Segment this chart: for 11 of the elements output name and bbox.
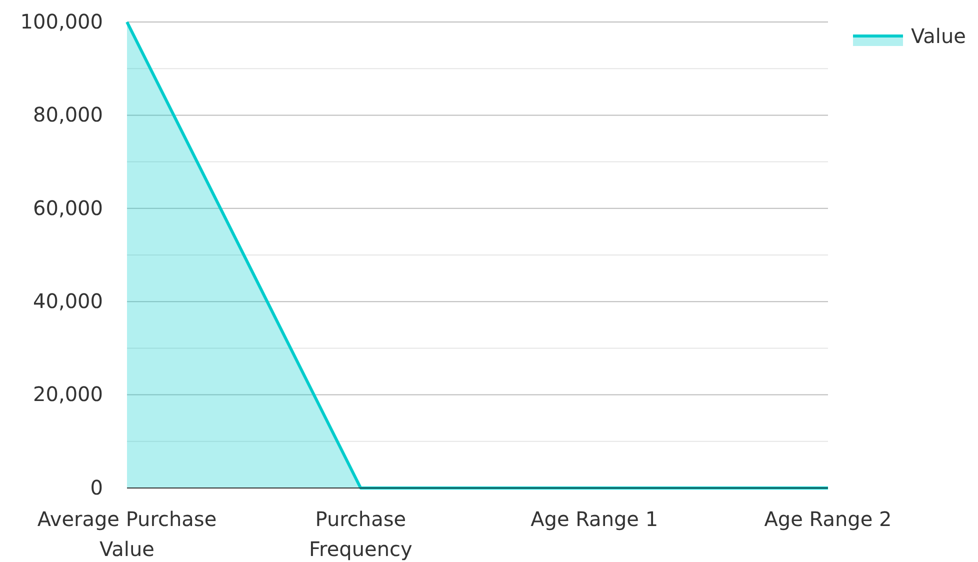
y-tick-label: 80,000 (33, 102, 103, 127)
legend-label: Value (911, 24, 966, 48)
x-tick-label: Average Purchase Value (37, 507, 217, 561)
y-tick-label: 60,000 (33, 196, 103, 220)
y-tick-label: 0 (90, 475, 103, 500)
x-tick-label: Age Range 2 (764, 507, 892, 531)
x-tick-label: Purchase Frequency (309, 507, 412, 561)
x-tick-label: Age Range 1 (530, 507, 658, 531)
y-tick-label: 40,000 (33, 289, 103, 313)
y-tick-label: 100,000 (20, 9, 103, 34)
y-tick-label: 20,000 (33, 382, 103, 406)
